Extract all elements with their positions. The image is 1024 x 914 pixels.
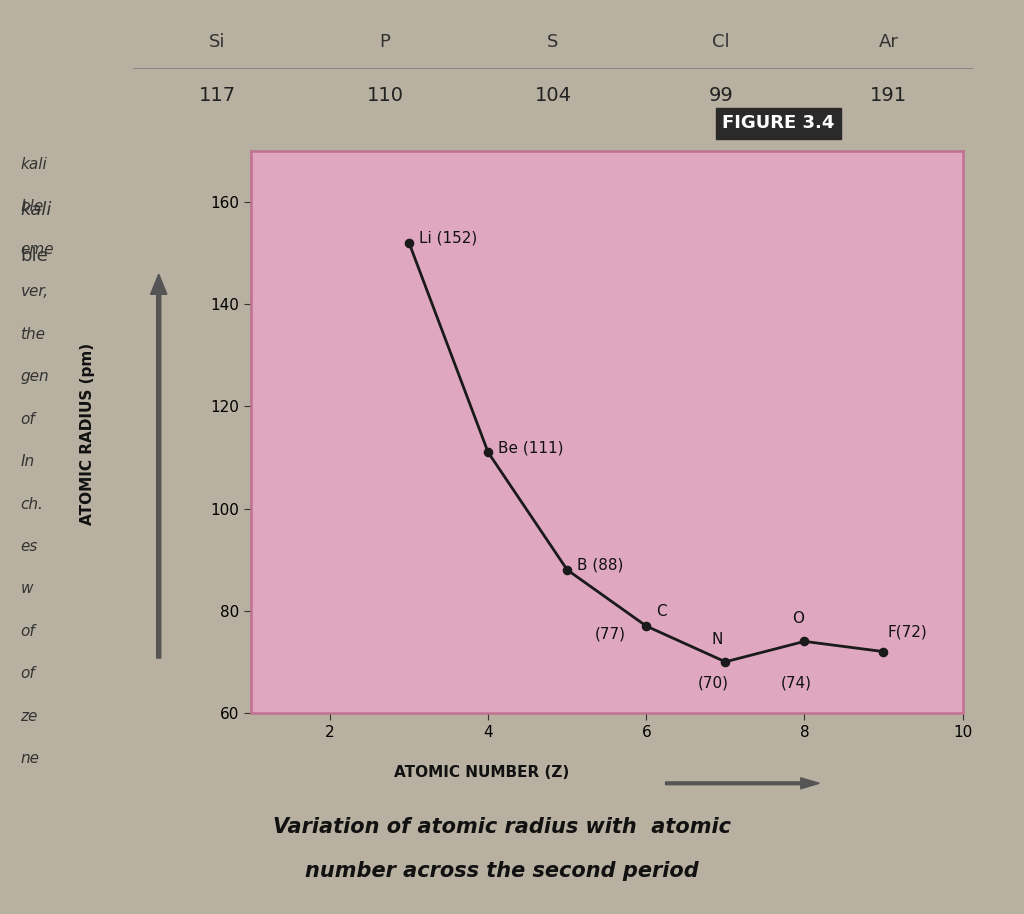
- Text: Si: Si: [209, 33, 225, 51]
- Text: P: P: [380, 33, 390, 51]
- Text: the: the: [20, 327, 45, 342]
- Text: 110: 110: [367, 86, 403, 104]
- Text: Ar: Ar: [879, 33, 899, 51]
- Text: gen: gen: [20, 369, 49, 384]
- Text: F(72): F(72): [888, 624, 927, 639]
- Text: N: N: [711, 632, 723, 647]
- Text: kali: kali: [20, 201, 52, 219]
- Point: [876, 644, 892, 659]
- Text: eme: eme: [20, 242, 54, 257]
- Point: [400, 236, 417, 250]
- Text: Li (152): Li (152): [419, 231, 477, 246]
- Point: [480, 445, 497, 460]
- Text: FIGURE 3.4: FIGURE 3.4: [722, 114, 835, 133]
- Text: Be (111): Be (111): [498, 441, 563, 455]
- Point: [797, 634, 813, 649]
- Text: number across the second period: number across the second period: [305, 861, 698, 880]
- Text: 191: 191: [870, 86, 907, 104]
- Text: Variation of atomic radius with  atomic: Variation of atomic radius with atomic: [272, 816, 731, 836]
- Text: In: In: [20, 454, 35, 469]
- Text: ne: ne: [20, 751, 40, 766]
- Text: kali: kali: [20, 157, 47, 172]
- Text: es: es: [20, 539, 38, 554]
- Text: 104: 104: [535, 86, 571, 104]
- Text: 99: 99: [709, 86, 733, 104]
- Text: 117: 117: [199, 86, 236, 104]
- Text: O: O: [793, 611, 805, 626]
- Point: [717, 654, 733, 669]
- Text: ble: ble: [20, 199, 44, 215]
- Text: ze: ze: [20, 708, 38, 724]
- Text: of: of: [20, 624, 35, 639]
- Text: ATOMIC NUMBER (Z): ATOMIC NUMBER (Z): [393, 765, 569, 780]
- Text: of: of: [20, 411, 35, 427]
- Text: C: C: [655, 604, 667, 619]
- Text: ATOMIC RADIUS (pm): ATOMIC RADIUS (pm): [80, 343, 94, 526]
- Text: of: of: [20, 666, 35, 681]
- Text: ble: ble: [20, 247, 48, 265]
- Text: (77): (77): [595, 627, 626, 642]
- Text: Cl: Cl: [712, 33, 730, 51]
- Text: w: w: [20, 581, 33, 596]
- Point: [638, 619, 654, 633]
- Text: (74): (74): [780, 675, 812, 690]
- Text: B (88): B (88): [577, 558, 623, 573]
- Text: (70): (70): [697, 675, 729, 690]
- Text: ver,: ver,: [20, 284, 48, 299]
- Text: ch.: ch.: [20, 496, 43, 512]
- Text: S: S: [547, 33, 559, 51]
- Point: [559, 562, 575, 577]
